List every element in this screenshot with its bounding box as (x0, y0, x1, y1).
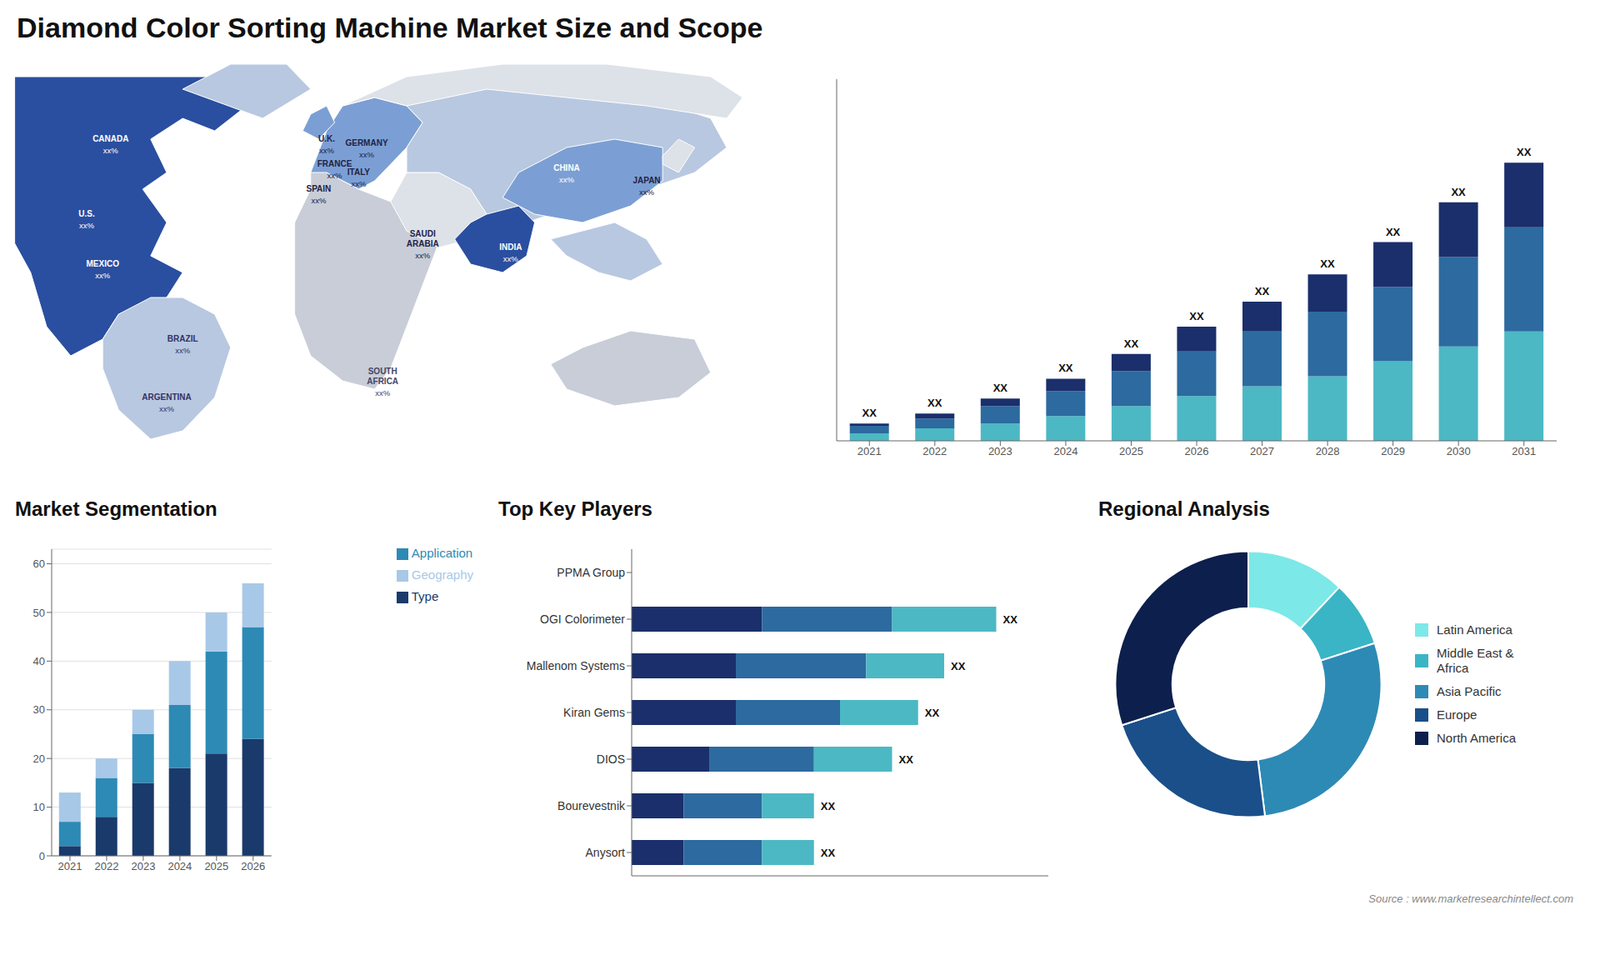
svg-text:SPAIN: SPAIN (305, 184, 331, 194)
html-text:Geography: Geography (411, 567, 474, 582)
svg-text:xx%: xx% (350, 179, 367, 189)
svg-text:xx%: xx% (639, 187, 655, 197)
svg-text:XX: XX (899, 753, 915, 766)
svg-text:xx%: xx% (103, 145, 120, 155)
svg-text:XX: XX (927, 396, 943, 410)
svg-text:2031: 2031 (1511, 445, 1536, 458)
svg-text:XX: XX (862, 406, 878, 420)
svg-text:2026: 2026 (1185, 445, 1210, 458)
svg-text:CHINA: CHINA (553, 163, 580, 173)
html-text:Regional Analysis: Regional Analysis (1098, 497, 1270, 520)
svg-text:ARGENTINA: ARGENTINA (141, 392, 191, 402)
svg-text:xx%: xx% (95, 270, 111, 280)
html-text:Africa: Africa (1436, 660, 1469, 675)
svg-text:xx%: xx% (415, 250, 431, 260)
svg-text:XX: XX (993, 381, 1009, 395)
svg-text:2023: 2023 (130, 860, 155, 873)
svg-text:ARABIA: ARABIA (406, 239, 440, 249)
svg-text:OGI Colorimeter: OGI Colorimeter (540, 612, 625, 626)
svg-text:2024: 2024 (1053, 445, 1078, 458)
svg-text:30: 30 (33, 703, 45, 716)
svg-text:20: 20 (33, 752, 45, 765)
svg-text:60: 60 (33, 557, 45, 570)
svg-text:xx%: xx% (319, 145, 335, 155)
svg-text:SAUDI: SAUDI (410, 229, 436, 239)
html-text:Top Key Players: Top Key Players (498, 497, 653, 520)
svg-text:xx%: xx% (175, 345, 191, 355)
svg-text:XX: XX (1255, 285, 1270, 298)
svg-text:xx%: xx% (327, 170, 344, 180)
svg-text:AFRICA: AFRICA (366, 376, 399, 386)
svg-text:XX: XX (1003, 613, 1019, 626)
svg-text:XX: XX (1124, 337, 1140, 350)
svg-text:Anysort: Anysort (585, 845, 626, 860)
svg-text:2021: 2021 (58, 860, 83, 873)
svg-text:GERMANY: GERMANY (345, 138, 388, 148)
svg-text:MEXICO: MEXICO (85, 259, 120, 269)
svg-text:XX: XX (1058, 361, 1074, 375)
svg-text:SOUTH: SOUTH (368, 366, 398, 376)
svg-text:2026: 2026 (240, 860, 265, 873)
svg-text:CANADA: CANADA (92, 134, 129, 144)
svg-text:2023: 2023 (988, 445, 1013, 458)
html-text:Source : www.marketresearchint: Source : www.marketresearchintellect.com (1368, 892, 1574, 905)
html-text:North America: North America (1436, 730, 1516, 745)
svg-text:JAPAN: JAPAN (632, 175, 660, 185)
svg-text:xx%: xx% (503, 254, 520, 264)
html-text:Type: Type (411, 589, 439, 604)
svg-text:PPMA Group: PPMA Group (556, 565, 625, 580)
svg-text:xx%: xx% (359, 150, 375, 160)
svg-text:Kiran Gems: Kiran Gems (563, 705, 625, 720)
svg-text:BRAZIL: BRAZIL (167, 334, 199, 344)
svg-text:Bourevestnik: Bourevestnik (557, 799, 626, 813)
svg-text:40: 40 (33, 655, 45, 668)
svg-text:2029: 2029 (1380, 445, 1405, 458)
svg-text:XX: XX (820, 800, 836, 813)
svg-text:2022: 2022 (922, 445, 947, 458)
svg-text:XX: XX (1189, 310, 1205, 323)
svg-text:2025: 2025 (1119, 445, 1144, 458)
svg-text:FRANCE: FRANCE (317, 158, 352, 168)
svg-text:2030: 2030 (1446, 445, 1471, 458)
svg-text:INDIA: INDIA (499, 242, 522, 252)
svg-text:XX: XX (950, 660, 966, 673)
svg-text:XX: XX (820, 846, 836, 860)
svg-text:Mallenom Systems: Mallenom Systems (526, 659, 625, 673)
html-text:Application: Application (411, 545, 473, 560)
html-text:Middle East &: Middle East & (1436, 645, 1514, 660)
svg-text:XX: XX (925, 706, 940, 720)
svg-text:2022: 2022 (94, 860, 119, 873)
svg-text:XX: XX (1385, 225, 1401, 239)
svg-text:xx%: xx% (375, 388, 391, 398)
svg-text:2021: 2021 (857, 445, 882, 458)
svg-text:2028: 2028 (1315, 445, 1340, 458)
html-text:Diamond Color Sorting Machine: Diamond Color Sorting Machine Market Siz… (16, 11, 763, 44)
svg-text:50: 50 (33, 606, 45, 620)
html-text:Asia Pacific: Asia Pacific (1436, 684, 1502, 699)
html-text:Market Segmentation: Market Segmentation (15, 497, 218, 520)
svg-text:U.S.: U.S. (78, 209, 95, 219)
svg-text:XX: XX (1320, 257, 1335, 270)
svg-text:DIOS: DIOS (596, 752, 625, 766)
svg-text:xx%: xx% (559, 175, 575, 185)
svg-text:U.K.: U.K. (318, 134, 335, 144)
svg-text:0: 0 (39, 850, 45, 863)
svg-text:2025: 2025 (204, 860, 229, 873)
svg-text:xx%: xx% (159, 404, 175, 414)
svg-text:xx%: xx% (79, 220, 95, 230)
svg-text:XX: XX (1450, 185, 1466, 199)
html-text:Europe: Europe (1436, 707, 1477, 722)
svg-text:2024: 2024 (167, 860, 192, 873)
svg-text:10: 10 (33, 800, 45, 814)
svg-text:2027: 2027 (1250, 445, 1275, 458)
html-text:Latin America: Latin America (1436, 622, 1513, 637)
svg-text:xx%: xx% (310, 195, 327, 205)
svg-text:XX: XX (1516, 145, 1532, 159)
svg-text:ITALY: ITALY (347, 167, 371, 177)
